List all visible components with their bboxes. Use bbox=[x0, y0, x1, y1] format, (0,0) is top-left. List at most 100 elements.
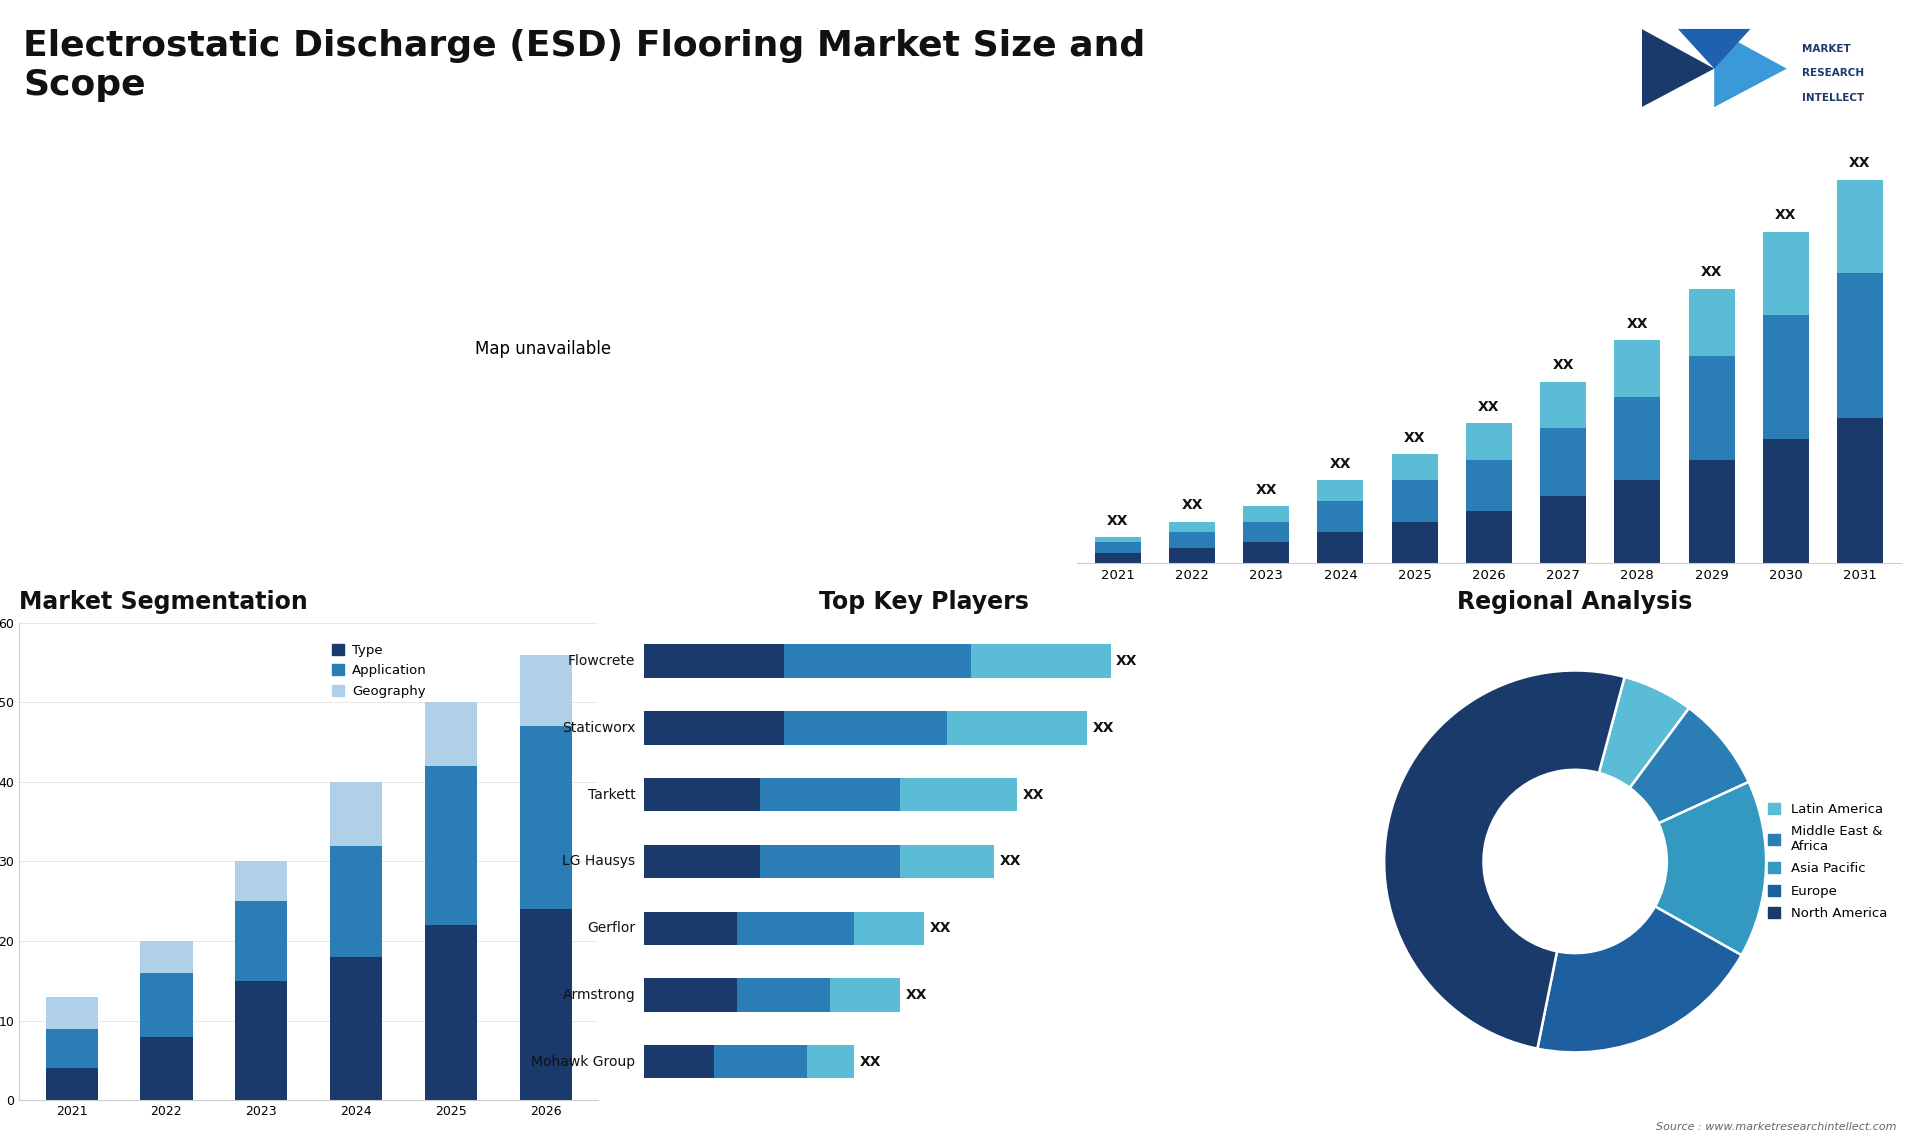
Bar bbox=[1169, 548, 1215, 563]
Bar bbox=[1392, 480, 1438, 521]
Bar bbox=[330, 846, 382, 957]
Legend: Latin America, Middle East &
Africa, Asia Pacific, Europe, North America: Latin America, Middle East & Africa, Asi… bbox=[1763, 798, 1893, 925]
Bar bbox=[900, 845, 995, 878]
Bar bbox=[1317, 480, 1363, 501]
Bar bbox=[831, 979, 900, 1012]
Bar bbox=[46, 1068, 98, 1100]
Bar bbox=[643, 644, 783, 677]
Text: Market Segmentation: Market Segmentation bbox=[19, 590, 307, 614]
Text: RESEARCH: RESEARCH bbox=[1803, 69, 1864, 78]
Wedge shape bbox=[1384, 670, 1624, 1049]
Text: XX: XX bbox=[1626, 316, 1647, 331]
Text: XX: XX bbox=[929, 921, 950, 935]
Wedge shape bbox=[1655, 782, 1766, 956]
Bar bbox=[1615, 480, 1661, 563]
Wedge shape bbox=[1630, 708, 1749, 823]
Text: Electrostatic Discharge (ESD) Flooring Market Size and
Scope: Electrostatic Discharge (ESD) Flooring M… bbox=[23, 29, 1146, 102]
Bar bbox=[1540, 429, 1586, 496]
Text: XX: XX bbox=[1331, 456, 1352, 471]
Bar bbox=[714, 1045, 806, 1078]
Bar bbox=[1169, 532, 1215, 548]
Bar bbox=[234, 901, 288, 981]
Bar bbox=[900, 778, 1018, 811]
Bar bbox=[1688, 460, 1734, 563]
Bar bbox=[1244, 507, 1288, 521]
Title: Top Key Players: Top Key Players bbox=[818, 590, 1029, 614]
Bar bbox=[1763, 439, 1809, 563]
Text: Map unavailable: Map unavailable bbox=[476, 340, 611, 358]
Bar bbox=[854, 911, 924, 945]
Polygon shape bbox=[1642, 29, 1715, 108]
Wedge shape bbox=[1538, 906, 1741, 1052]
Bar bbox=[1465, 511, 1511, 563]
Text: Tarkett: Tarkett bbox=[588, 787, 636, 802]
Bar bbox=[970, 644, 1110, 677]
Text: XX: XX bbox=[1256, 482, 1277, 496]
Bar bbox=[234, 981, 288, 1100]
Polygon shape bbox=[1715, 29, 1788, 108]
Bar bbox=[520, 909, 572, 1100]
Bar bbox=[1317, 501, 1363, 532]
Text: Staticworx: Staticworx bbox=[563, 721, 636, 735]
Bar bbox=[330, 957, 382, 1100]
Bar bbox=[1465, 460, 1511, 511]
Text: XX: XX bbox=[1849, 156, 1870, 171]
Bar bbox=[424, 702, 476, 766]
Text: XX: XX bbox=[1404, 431, 1425, 445]
Bar bbox=[520, 727, 572, 909]
Polygon shape bbox=[1678, 29, 1751, 69]
Text: XX: XX bbox=[1478, 400, 1500, 414]
Bar bbox=[1615, 340, 1661, 398]
Bar bbox=[1094, 537, 1140, 542]
Text: XX: XX bbox=[1181, 499, 1202, 512]
Bar bbox=[783, 712, 947, 745]
Text: XX: XX bbox=[1553, 359, 1574, 372]
Bar bbox=[1540, 382, 1586, 429]
Legend: Type, Application, Geography: Type, Application, Geography bbox=[326, 638, 432, 702]
Bar bbox=[424, 925, 476, 1100]
Bar bbox=[140, 973, 192, 1036]
Title: Regional Analysis: Regional Analysis bbox=[1457, 590, 1693, 614]
Bar bbox=[46, 997, 98, 1029]
Text: XX: XX bbox=[1108, 513, 1129, 527]
Bar bbox=[643, 1045, 714, 1078]
Bar bbox=[760, 778, 900, 811]
Bar bbox=[1688, 289, 1734, 356]
Text: Source : www.marketresearchintellect.com: Source : www.marketresearchintellect.com bbox=[1657, 1122, 1897, 1132]
Text: XX: XX bbox=[1116, 654, 1139, 668]
Text: Mohawk Group: Mohawk Group bbox=[532, 1054, 636, 1069]
Bar bbox=[1763, 314, 1809, 439]
Bar bbox=[1094, 542, 1140, 552]
Text: MARKET: MARKET bbox=[1803, 45, 1851, 54]
Bar bbox=[1169, 521, 1215, 532]
Bar bbox=[1763, 231, 1809, 314]
Bar bbox=[1244, 521, 1288, 542]
Text: XX: XX bbox=[1000, 855, 1021, 869]
Bar bbox=[643, 778, 760, 811]
Text: INTELLECT: INTELLECT bbox=[1803, 93, 1864, 102]
Bar bbox=[737, 911, 854, 945]
Text: XX: XX bbox=[1774, 209, 1797, 222]
Bar bbox=[643, 712, 783, 745]
Bar bbox=[1392, 454, 1438, 480]
Bar bbox=[424, 766, 476, 925]
Bar bbox=[806, 1045, 854, 1078]
Bar bbox=[643, 845, 760, 878]
Text: XX: XX bbox=[1701, 265, 1722, 280]
Bar bbox=[1244, 542, 1288, 563]
Bar bbox=[1837, 273, 1884, 418]
Text: Flowcrete: Flowcrete bbox=[568, 654, 636, 668]
Bar bbox=[140, 1036, 192, 1100]
Text: XX: XX bbox=[906, 988, 927, 1002]
Bar bbox=[1392, 521, 1438, 563]
Wedge shape bbox=[1599, 677, 1690, 787]
Bar bbox=[760, 845, 900, 878]
Text: XX: XX bbox=[1092, 721, 1114, 735]
Bar bbox=[643, 979, 737, 1012]
Bar bbox=[1465, 423, 1511, 460]
Bar bbox=[1317, 532, 1363, 563]
Bar bbox=[783, 644, 970, 677]
Bar bbox=[1837, 418, 1884, 563]
Text: XX: XX bbox=[1023, 787, 1044, 802]
Text: LG Hausys: LG Hausys bbox=[563, 855, 636, 869]
